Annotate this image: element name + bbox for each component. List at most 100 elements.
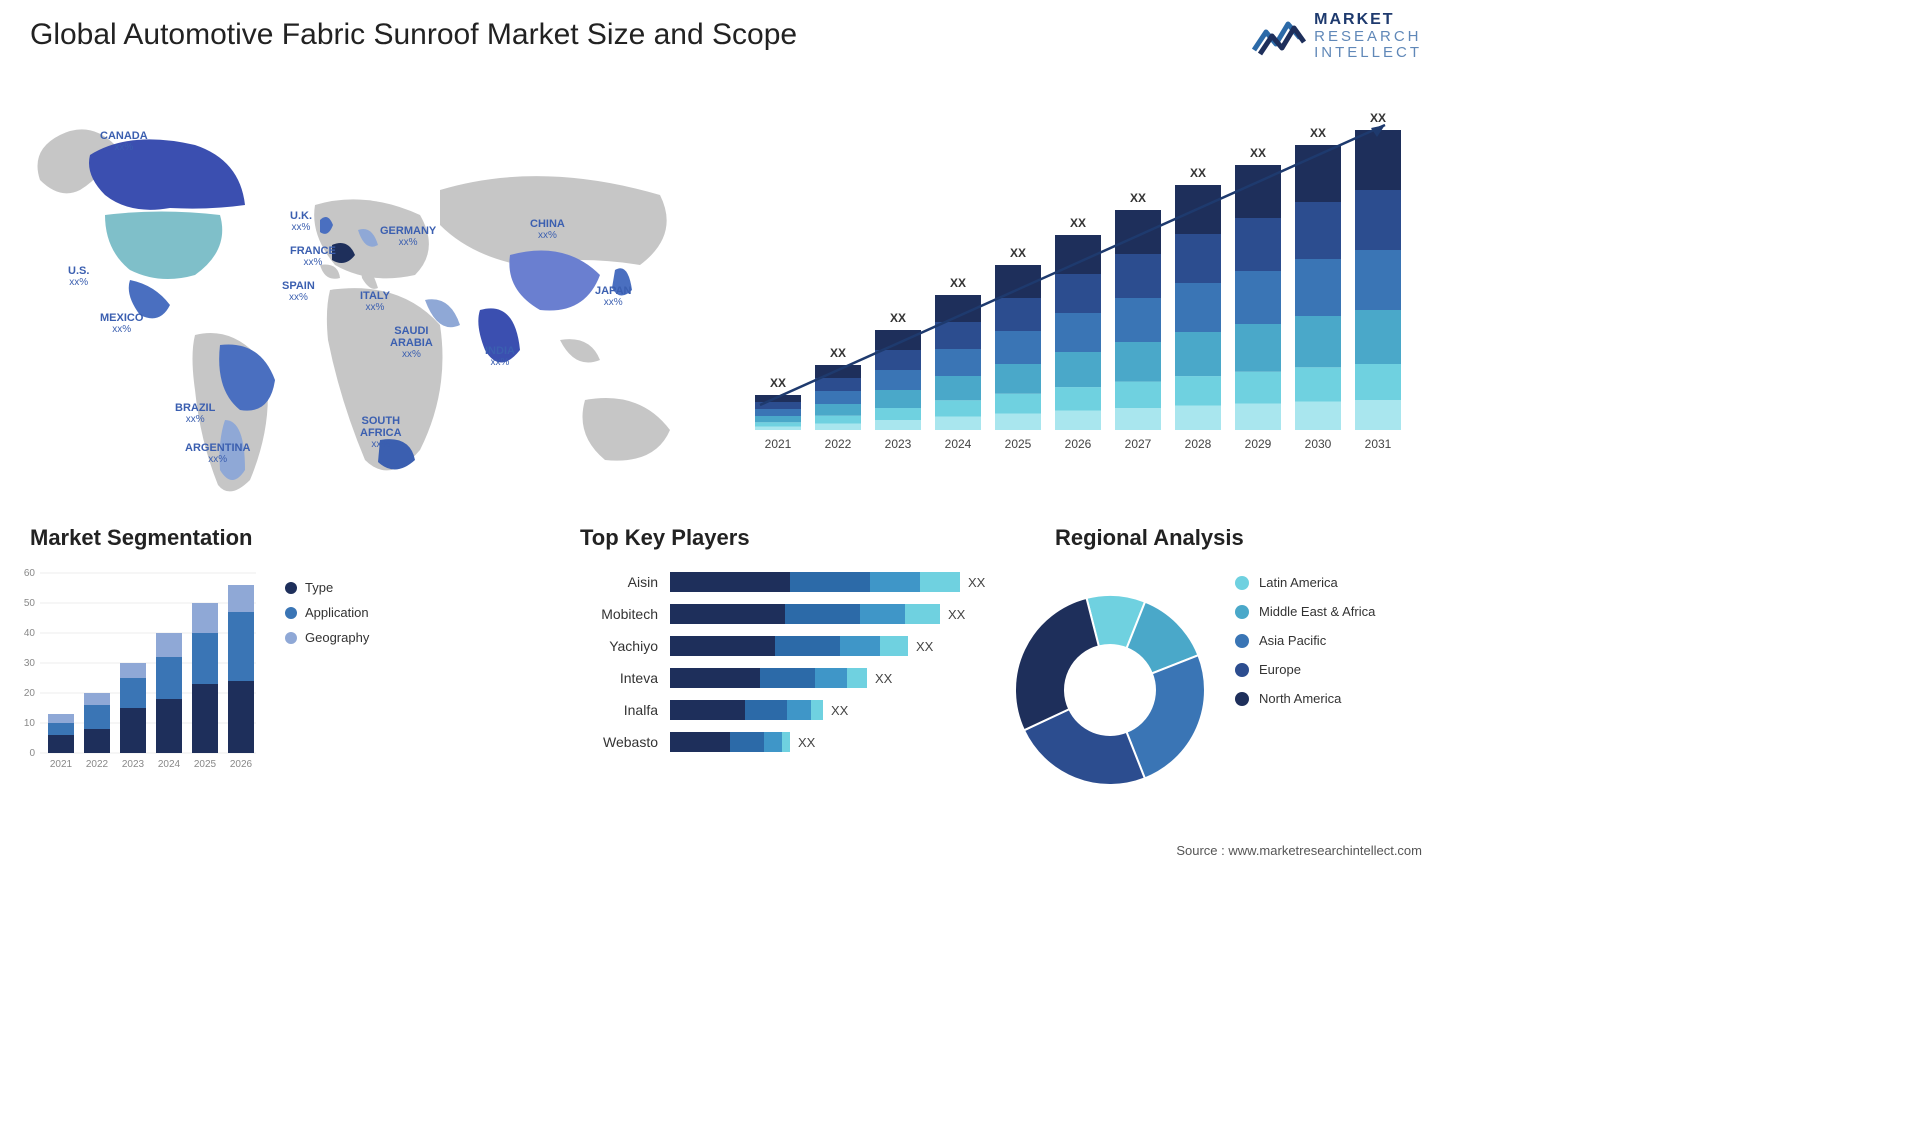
logo-icon — [1250, 14, 1306, 58]
svg-text:XX: XX — [1310, 126, 1326, 140]
player-name: Webasto — [580, 734, 670, 750]
regional-title: Regional Analysis — [1055, 525, 1244, 551]
map-label-saudi-arabia: SAUDIARABIAxx% — [390, 325, 433, 360]
svg-text:2027: 2027 — [1125, 437, 1152, 451]
map-label-china: CHINAxx% — [530, 218, 565, 241]
svg-text:2025: 2025 — [1005, 437, 1032, 451]
player-bar: XX — [670, 732, 815, 752]
regional-legend-item: North America — [1235, 691, 1375, 706]
map-label-italy: ITALYxx% — [360, 290, 390, 313]
svg-text:2030: 2030 — [1305, 437, 1332, 451]
svg-text:2031: 2031 — [1365, 437, 1392, 451]
world-map: CANADAxx% U.S.xx% MEXICOxx% BRAZILxx% ARGENT… — [20, 90, 710, 510]
svg-text:2024: 2024 — [158, 759, 181, 770]
svg-text:2026: 2026 — [230, 759, 253, 770]
logo-text-3: INTELLECT — [1314, 45, 1422, 61]
key-players-panel: Top Key Players Aisin XX Mobitech XX Yachiyo… — [580, 525, 980, 805]
segmentation-chart-svg: 0 10 20 30 40 50 60 2021 2022 2023 2024 2025 2026 — [20, 558, 270, 793]
svg-text:XX: XX — [1010, 246, 1026, 260]
players-title: Top Key Players — [580, 525, 750, 551]
player-row: Aisin XX — [580, 567, 985, 597]
regional-legend: Latin America Middle East & Africa Asia Pa… — [1235, 575, 1375, 720]
svg-text:2026: 2026 — [1065, 437, 1092, 451]
player-value: XX — [916, 639, 933, 654]
segmentation-title: Market Segmentation — [30, 525, 253, 551]
map-label-india: INDIAxx% — [485, 345, 515, 368]
regional-legend-item: Asia Pacific — [1235, 633, 1375, 648]
map-label-south-africa: SOUTHAFRICAxx% — [360, 415, 402, 450]
player-row: Inalfa XX — [580, 695, 985, 725]
svg-text:XX: XX — [770, 376, 786, 390]
map-label-u-s-: U.S.xx% — [68, 265, 89, 288]
regional-legend-item: Europe — [1235, 662, 1375, 677]
svg-text:2022: 2022 — [825, 437, 852, 451]
player-row: Yachiyo XX — [580, 631, 985, 661]
svg-text:2024: 2024 — [945, 437, 972, 451]
donut-chart-svg — [1000, 565, 1220, 785]
map-label-canada: CANADAxx% — [100, 130, 148, 153]
svg-text:2023: 2023 — [885, 437, 912, 451]
svg-text:XX: XX — [830, 346, 846, 360]
svg-text:20: 20 — [24, 688, 36, 699]
brand-logo: MARKET RESEARCH INTELLECT — [1250, 12, 1422, 60]
player-row: Inteva XX — [580, 663, 985, 693]
svg-text:10: 10 — [24, 718, 36, 729]
svg-text:40: 40 — [24, 628, 36, 639]
svg-text:XX: XX — [1250, 146, 1266, 160]
seg-legend-item: Application — [285, 605, 369, 620]
player-name: Aisin — [580, 574, 670, 590]
map-label-france: FRANCExx% — [290, 245, 336, 268]
svg-text:2021: 2021 — [765, 437, 792, 451]
player-bar: XX — [670, 700, 848, 720]
page-title: Global Automotive Fabric Sunroof Market … — [30, 18, 797, 52]
segmentation-legend: Type Application Geography — [285, 580, 369, 655]
seg-legend-item: Type — [285, 580, 369, 595]
map-label-argentina: ARGENTINAxx% — [185, 442, 250, 465]
map-label-japan: JAPANxx% — [595, 285, 631, 308]
map-label-u-k-: U.K.xx% — [290, 210, 312, 233]
svg-text:2023: 2023 — [122, 759, 145, 770]
svg-text:2021: 2021 — [50, 759, 73, 770]
player-bar: XX — [670, 636, 933, 656]
player-name: Yachiyo — [580, 638, 670, 654]
svg-text:50: 50 — [24, 598, 36, 609]
regional-panel: Regional Analysis Latin America Middle Ea… — [1000, 525, 1420, 805]
map-label-spain: SPAINxx% — [282, 280, 315, 303]
segmentation-panel: Market Segmentation 01020304050602021202… — [30, 525, 430, 805]
svg-text:2028: 2028 — [1185, 437, 1212, 451]
regional-legend-item: Middle East & Africa — [1235, 604, 1375, 619]
logo-text-1: MARKET — [1314, 12, 1422, 29]
svg-text:30: 30 — [24, 658, 36, 669]
svg-text:2025: 2025 — [194, 759, 217, 770]
svg-text:60: 60 — [24, 568, 36, 579]
svg-text:XX: XX — [1130, 191, 1146, 205]
svg-text:2022: 2022 — [86, 759, 109, 770]
player-value: XX — [798, 735, 815, 750]
svg-text:XX: XX — [890, 311, 906, 325]
svg-text:XX: XX — [1190, 166, 1206, 180]
player-name: Inteva — [580, 670, 670, 686]
growth-chart-svg: XX 2021 XX 2022 XX 2023 XX 2024 XX 2025 XX 2026 XX 20… — [745, 95, 1425, 485]
player-row: Webasto XX — [580, 727, 985, 757]
svg-text:XX: XX — [950, 276, 966, 290]
player-bar: XX — [670, 572, 985, 592]
player-bar: XX — [670, 668, 892, 688]
player-name: Inalfa — [580, 702, 670, 718]
logo-text-2: RESEARCH — [1314, 29, 1422, 45]
seg-legend-item: Geography — [285, 630, 369, 645]
regional-legend-item: Latin America — [1235, 575, 1375, 590]
player-value: XX — [968, 575, 985, 590]
svg-text:XX: XX — [1370, 111, 1386, 125]
map-label-mexico: MEXICOxx% — [100, 312, 143, 335]
player-bar: XX — [670, 604, 965, 624]
player-value: XX — [875, 671, 892, 686]
svg-text:0: 0 — [29, 748, 35, 759]
players-rows: AisinXXMobitechXXYachiyoXXIntevaXXInalfa… — [580, 567, 985, 759]
map-label-brazil: BRAZILxx% — [175, 402, 215, 425]
player-value: XX — [948, 607, 965, 622]
svg-text:2029: 2029 — [1245, 437, 1272, 451]
map-label-germany: GERMANYxx% — [380, 225, 436, 248]
player-name: Mobitech — [580, 606, 670, 622]
player-value: XX — [831, 703, 848, 718]
growth-stacked-bar-chart: XX 2021 XX 2022 XX 2023 XX 2024 XX 2025 XX 2026 XX 20… — [745, 95, 1425, 485]
